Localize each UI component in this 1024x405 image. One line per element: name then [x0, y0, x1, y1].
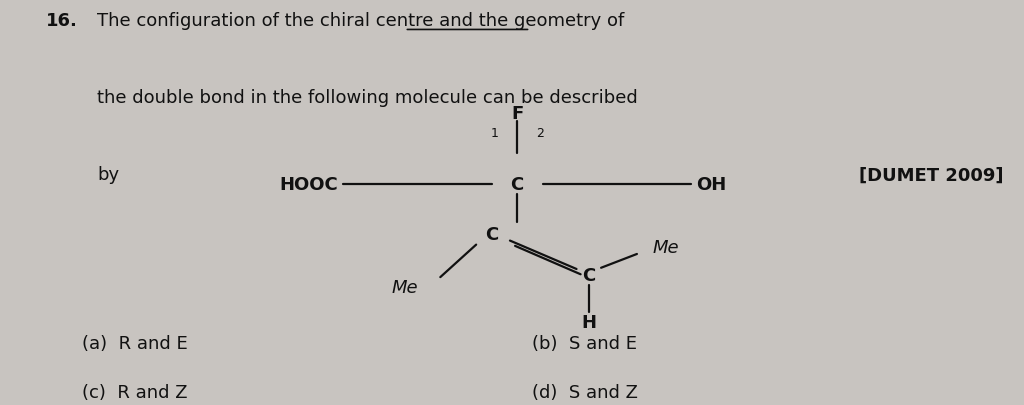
Text: by: by: [97, 166, 120, 184]
Text: Me: Me: [391, 279, 418, 296]
Text: C: C: [511, 175, 523, 193]
Text: C: C: [485, 226, 498, 244]
Text: 2: 2: [536, 127, 544, 140]
Text: H: H: [582, 313, 596, 331]
Text: (a)  R and E: (a) R and E: [82, 334, 187, 352]
Text: The configuration of the chiral centre and the geometry of: The configuration of the chiral centre a…: [97, 12, 625, 30]
Text: [DUMET 2009]: [DUMET 2009]: [859, 166, 1004, 184]
Text: Me: Me: [652, 238, 679, 256]
Text: the double bond in the following molecule can be described: the double bond in the following molecul…: [97, 89, 638, 107]
Text: HOOC: HOOC: [280, 175, 338, 193]
Text: (b)  S and E: (b) S and E: [532, 334, 638, 352]
Text: (c)  R and Z: (c) R and Z: [82, 383, 187, 401]
Text: C: C: [583, 266, 595, 284]
Text: OH: OH: [696, 175, 727, 193]
Text: 1: 1: [490, 127, 499, 140]
Text: F: F: [511, 104, 523, 122]
Text: (d)  S and Z: (d) S and Z: [532, 383, 638, 401]
Text: 16.: 16.: [46, 12, 78, 30]
